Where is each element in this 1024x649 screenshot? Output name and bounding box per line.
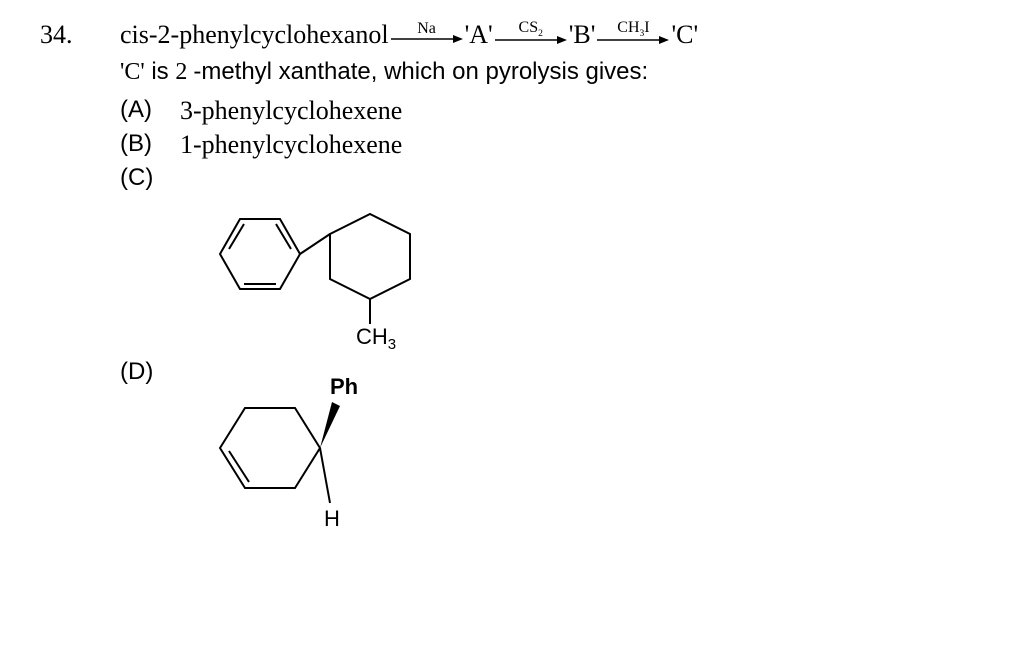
h-label: H	[324, 506, 340, 531]
starting-material: cis-2-phenylcyclohexanol	[120, 20, 389, 50]
question-row: 34. cis-2-phenylcyclohexanol Na 'A' CS2	[40, 20, 984, 548]
ch3-main: CH	[356, 324, 388, 349]
arrow-step-3: CH3I	[597, 20, 669, 47]
option-A-text: 3-phenylcyclohexene	[180, 96, 402, 126]
reagent-3-main: CH	[617, 19, 639, 36]
options-list: (A) 3-phenylcyclohexene (B) 1-phenylcycl…	[120, 96, 984, 548]
option-B-label: (B)	[120, 130, 180, 158]
ch3-sub: 3	[388, 336, 396, 353]
product-B: 'B'	[569, 20, 596, 50]
product-C: 'C'	[671, 20, 698, 50]
option-C-label: (C)	[120, 164, 180, 192]
molecule-icon: Ph H	[180, 358, 380, 548]
product-A: 'A'	[465, 20, 493, 50]
arrow-icon	[391, 33, 463, 45]
c-quote: 'C'	[120, 59, 145, 85]
reagent-2-main: CS	[519, 19, 539, 36]
option-D-structure: Ph H	[180, 358, 380, 548]
molecule-icon: CH3	[180, 164, 440, 354]
option-A: (A) 3-phenylcyclohexene	[120, 96, 984, 126]
ph-label: Ph	[330, 374, 358, 399]
question-line2: 'C' is 2 -methyl xanthate, which on pyro…	[120, 58, 984, 86]
option-A-label: (A)	[120, 96, 180, 124]
two: 2	[175, 59, 193, 85]
is-text: is	[145, 58, 176, 85]
arrow-icon	[597, 34, 669, 46]
arrow-step-2: CS2	[495, 20, 567, 47]
option-D: (D) Ph H	[120, 358, 984, 548]
option-D-label: (D)	[120, 358, 180, 386]
reagent-3-tail: I	[644, 19, 649, 36]
svg-text:CH3: CH3	[356, 324, 396, 353]
option-C: (C)	[120, 164, 984, 354]
question-body: cis-2-phenylcyclohexanol Na 'A' CS2 'B'	[120, 20, 984, 548]
arrow-icon	[495, 34, 567, 46]
option-B-text: 1-phenylcyclohexene	[180, 130, 402, 160]
question-number: 34.	[40, 20, 120, 50]
option-C-structure: CH3	[180, 164, 440, 354]
rest-text: -methyl xanthate, which on pyrolysis giv…	[193, 58, 648, 85]
reaction-scheme: cis-2-phenylcyclohexanol Na 'A' CS2 'B'	[120, 20, 984, 50]
option-B: (B) 1-phenylcyclohexene	[120, 130, 984, 160]
arrow-step-1: Na	[391, 21, 463, 45]
